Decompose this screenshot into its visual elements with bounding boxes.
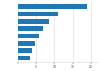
Bar <box>18 56 30 60</box>
Bar <box>18 48 32 53</box>
Bar <box>18 12 58 16</box>
Bar <box>18 34 39 38</box>
Bar <box>18 41 36 46</box>
Bar <box>18 26 44 31</box>
Bar <box>18 4 87 9</box>
Bar <box>18 19 49 24</box>
